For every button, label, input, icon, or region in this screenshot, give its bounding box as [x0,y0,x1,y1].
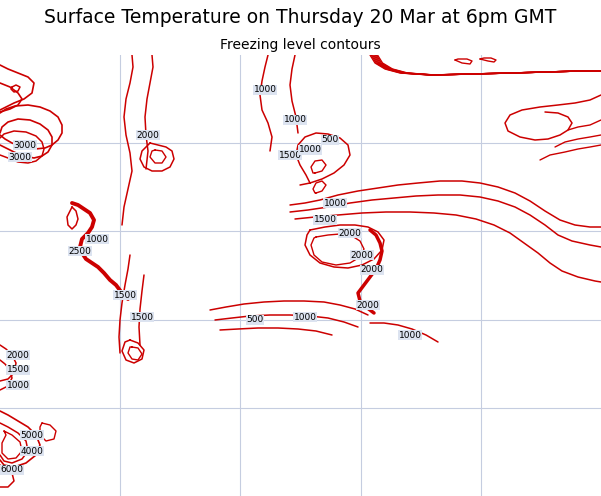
Text: 1000: 1000 [254,85,276,95]
Text: 2500: 2500 [69,247,91,255]
Text: 2000: 2000 [361,265,383,274]
Text: 4000: 4000 [20,446,43,455]
Text: 3000: 3000 [8,152,31,162]
Text: 1000: 1000 [85,235,109,244]
Text: 1000: 1000 [7,380,29,389]
Text: 2000: 2000 [338,229,361,238]
Text: Freezing level contours: Freezing level contours [220,38,381,52]
Text: 1500: 1500 [114,291,136,300]
Text: 2000: 2000 [136,130,159,139]
Text: 1000: 1000 [323,198,347,207]
Text: 1000: 1000 [293,312,317,321]
Text: 1500: 1500 [7,366,29,374]
Text: 6000: 6000 [1,466,23,475]
Text: 1500: 1500 [130,312,153,321]
Text: 1000: 1000 [299,145,322,154]
Text: 2000: 2000 [7,351,29,360]
Text: 1500: 1500 [278,150,302,160]
Text: 1500: 1500 [314,215,337,225]
Text: 2000: 2000 [356,301,379,310]
Text: 500: 500 [322,135,338,144]
Text: 5000: 5000 [20,431,43,439]
Text: 500: 500 [246,315,264,324]
Text: 3000: 3000 [13,140,37,149]
Text: 1000: 1000 [284,116,307,124]
Text: Surface Temperature on Thursday 20 Mar at 6pm GMT: Surface Temperature on Thursday 20 Mar a… [44,8,557,27]
Text: 1000: 1000 [398,330,421,339]
Text: 2000: 2000 [350,250,373,259]
